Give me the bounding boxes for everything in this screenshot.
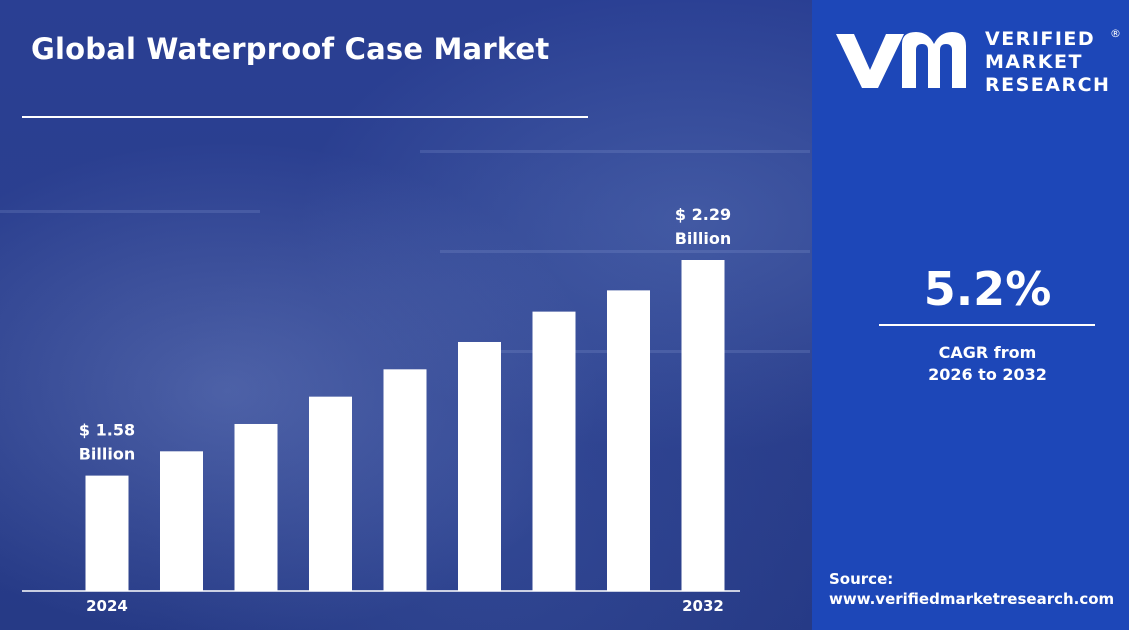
chart-title: Global Waterproof Case Market xyxy=(31,32,550,66)
shelf-decoration xyxy=(420,150,810,153)
logo-m-mark xyxy=(902,32,966,88)
logo-v-mark xyxy=(836,34,904,88)
vmr-logo xyxy=(836,32,966,88)
cagr-divider xyxy=(879,324,1095,326)
registered-mark: ® xyxy=(1110,27,1121,40)
x-tick-label-2032: 2032 xyxy=(682,597,724,615)
bar-2026 xyxy=(234,423,278,591)
logo-line-research: RESEARCH xyxy=(985,74,1111,96)
bar-2027 xyxy=(309,396,352,591)
bar-2032 xyxy=(681,260,725,591)
bar-2029 xyxy=(458,341,501,591)
cagr-label: CAGR from 2026 to 2032 xyxy=(880,342,1095,386)
cagr-value: 5.2% xyxy=(923,262,1052,316)
data-label-2032-value: $ 2.29 xyxy=(675,205,731,224)
cagr-label-line2: 2026 to 2032 xyxy=(928,365,1047,384)
shelf-decoration xyxy=(440,250,810,253)
bar-2024 xyxy=(85,475,129,591)
info-panel xyxy=(812,0,1129,630)
bar-2028 xyxy=(383,369,427,591)
x-tick-label-2024: 2024 xyxy=(86,597,128,615)
data-label-2024-value: $ 1.58 xyxy=(79,421,135,440)
data-label-2024-unit: Billion xyxy=(79,445,136,464)
cagr-label-line1: CAGR from xyxy=(938,343,1037,362)
bar-2031 xyxy=(607,290,650,591)
source-link[interactable]: www.verifiedmarketresearch.com xyxy=(829,590,1115,608)
logo-line-market: MARKET xyxy=(985,51,1083,73)
logo-line-verified: VERIFIED xyxy=(985,28,1096,50)
source-label: Source: xyxy=(829,570,894,588)
source-block: Source: www.verifiedmarketresearch.com xyxy=(829,569,1114,609)
logo-wordmark: VERIFIED MARKET RESEARCH xyxy=(985,28,1110,97)
shelf-decoration xyxy=(0,210,260,213)
bar-chart: 2024 2032 $ 1.58 Billion $ 2.29 Billion xyxy=(0,0,812,630)
data-label-2032-unit: Billion xyxy=(675,229,732,248)
bar-2025 xyxy=(160,451,203,591)
bar-2030 xyxy=(532,311,576,591)
title-divider xyxy=(22,116,588,118)
